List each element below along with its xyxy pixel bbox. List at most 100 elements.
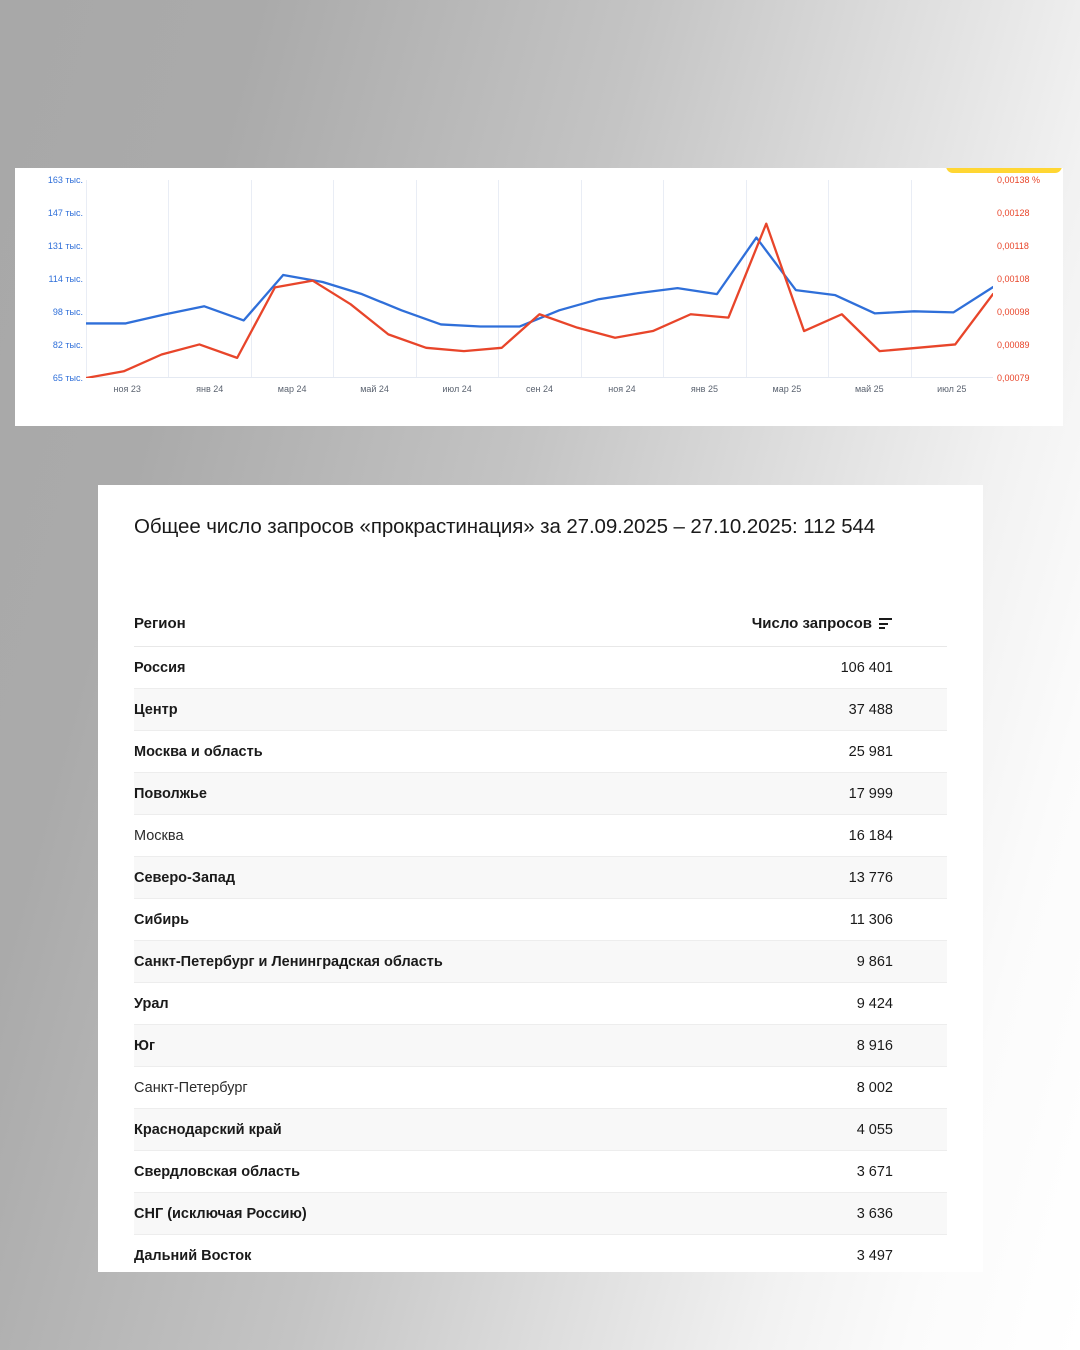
left-axis-tick-2: 131 тыс. (47, 241, 83, 251)
chart-series-lines (86, 180, 993, 378)
gridline-10 (910, 180, 912, 378)
cell-region: Центр (134, 701, 178, 718)
cell-region: Поволжье (134, 785, 207, 802)
regions-table-card: Общее число запросов «прокрастинация» за… (98, 485, 983, 1272)
search-trend-chart-card: 163 тыс. 147 тыс. 131 тыс. 114 тыс. 98 тыс. 8… (15, 168, 1063, 426)
gridline-5 (498, 180, 500, 378)
x-tick-label-8: мар 25 (772, 384, 802, 394)
gridline-4 (415, 180, 417, 378)
cell-region: Москва (134, 827, 184, 844)
cell-region: Юг (134, 1037, 155, 1054)
x-tick-label-0: ноя 23 (113, 384, 141, 394)
cell-count: 13 776 (848, 869, 893, 886)
cell-count: 9 861 (856, 953, 893, 970)
table-row[interactable]: Санкт-Петербург и Ленинградская область 9… (134, 941, 947, 983)
series-line-share (86, 224, 993, 378)
x-tick-label-9: май 25 (854, 384, 884, 394)
chart-plot-area (86, 180, 993, 378)
right-axis-tick-6: 0,00079 (997, 373, 1030, 383)
chart-left-axis: 163 тыс. 147 тыс. 131 тыс. 114 тыс. 98 тыс. 8… (19, 175, 83, 383)
x-tick-label-7: янв 25 (690, 384, 718, 394)
cell-count: 3 636 (856, 1205, 893, 1222)
right-axis-tick-5: 0,00089 (997, 340, 1030, 350)
x-tick-label-4: июл 24 (442, 384, 472, 394)
right-axis-tick-1: 0,00128 (997, 208, 1030, 218)
table-row[interactable]: Санкт-Петербург 8 002 (134, 1067, 947, 1109)
x-tick-label-6: ноя 24 (608, 384, 636, 394)
table-row[interactable]: Дальний Восток 3 497 (134, 1235, 947, 1272)
gridline-2 (250, 180, 252, 378)
cell-region: Санкт-Петербург и Ленинградская область (134, 953, 443, 970)
left-axis-tick-6: 65 тыс. (52, 373, 83, 383)
cell-count: 4 055 (856, 1121, 893, 1138)
chart-x-axis-labels: ноя 23 янв 24 мар 24 май 24 июл 24 сен 24 ноя … (86, 380, 993, 400)
table-row[interactable]: Урал 9 424 (134, 983, 947, 1025)
table-row[interactable]: Россия 106 401 (134, 647, 947, 689)
column-header-count[interactable]: Число запросов (752, 615, 947, 632)
cell-count: 37 488 (848, 701, 893, 718)
table-row[interactable]: Москва и область 25 981 (134, 731, 947, 773)
right-axis-tick-0: 0,00138 % (997, 175, 1041, 185)
cell-region: Москва и область (134, 743, 263, 760)
gridline-3 (333, 180, 335, 378)
table-row[interactable]: Сибирь 11 306 (134, 899, 947, 941)
gridline-8 (745, 180, 747, 378)
table-row[interactable]: СНГ (исключая Россию) 3 636 (134, 1193, 947, 1235)
x-tick-label-10: июл 25 (937, 384, 967, 394)
chart-x-axis-line (86, 377, 993, 378)
x-tick-label-2: мар 24 (277, 384, 307, 394)
left-axis-tick-1: 147 тыс. (47, 208, 83, 218)
table-row[interactable]: Москва 16 184 (134, 815, 947, 857)
table-row[interactable]: Свердловская область 3 671 (134, 1151, 947, 1193)
cell-count: 25 981 (848, 743, 893, 760)
table-body: Россия 106 401 Центр 37 488 Москва и область… (134, 647, 947, 1272)
right-axis-tick-2: 0,00118 (997, 241, 1029, 251)
left-axis-tick-5: 82 тыс. (52, 340, 83, 350)
cell-region: Санкт-Петербург (134, 1079, 248, 1096)
gridline-6 (580, 180, 582, 378)
series-line-queries (86, 238, 993, 327)
regions-table: Регион Число запросов Россия 106 401 Центр… (134, 615, 947, 1272)
gridline-1 (168, 180, 170, 378)
chart-right-axis: 0,00138 % 0,00128 0,00118 0,00108 0,00098 0,0… (991, 175, 1061, 383)
right-axis-tick-4: 0,00098 (997, 307, 1030, 317)
gridline-7 (663, 180, 665, 378)
cell-count: 3 497 (856, 1247, 893, 1264)
cell-count: 17 999 (848, 785, 893, 802)
table-row[interactable]: Центр 37 488 (134, 689, 947, 731)
yellow-accent-tab (946, 168, 1062, 173)
cell-count: 106 401 (840, 659, 893, 676)
table-row[interactable]: Юг 8 916 (134, 1025, 947, 1067)
cell-region: Россия (134, 659, 186, 676)
cell-region: Краснодарский край (134, 1121, 282, 1138)
cell-region: Дальний Восток (134, 1247, 252, 1264)
cell-count: 8 002 (856, 1079, 893, 1096)
cell-count: 8 916 (856, 1037, 893, 1054)
cell-region: Сибирь (134, 911, 190, 928)
left-axis-tick-4: 98 тыс. (52, 307, 83, 317)
cell-region: Северо-Запад (134, 869, 236, 886)
table-header-row: Регион Число запросов (134, 615, 947, 647)
right-axis-tick-3: 0,00108 (997, 274, 1030, 284)
x-tick-label-3: май 24 (360, 384, 389, 394)
sort-descending-icon[interactable] (879, 618, 892, 629)
table-row[interactable]: Краснодарский край 4 055 (134, 1109, 947, 1151)
table-title: Общее число запросов «прокрастинация» за… (134, 515, 876, 538)
table-row[interactable]: Северо-Запад 13 776 (134, 857, 947, 899)
cell-count: 3 671 (856, 1163, 893, 1180)
table-row[interactable]: Поволжье 17 999 (134, 773, 947, 815)
cell-region: СНГ (исключая Россию) (134, 1205, 307, 1222)
left-axis-tick-3: 114 тыс. (48, 274, 83, 284)
cell-region: Урал (134, 995, 169, 1012)
cell-count: 11 306 (849, 911, 893, 928)
left-axis-tick-0: 163 тыс. (47, 175, 83, 185)
x-tick-label-1: янв 24 (196, 384, 224, 394)
gridline-0 (86, 180, 87, 378)
x-tick-label-5: сен 24 (526, 384, 553, 394)
column-header-region[interactable]: Регион (134, 615, 186, 632)
column-header-count-label: Число запросов (751, 615, 872, 632)
cell-count: 9 424 (856, 995, 893, 1012)
cell-count: 16 184 (848, 827, 893, 844)
cell-region: Свердловская область (134, 1163, 301, 1180)
